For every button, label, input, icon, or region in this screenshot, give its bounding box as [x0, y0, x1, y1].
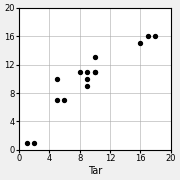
X-axis label: Tar: Tar — [88, 166, 102, 176]
Point — [93, 70, 96, 73]
Point — [55, 77, 58, 80]
Point — [55, 99, 58, 102]
Point — [63, 99, 66, 102]
Point — [33, 141, 36, 144]
Point — [25, 141, 28, 144]
Point — [93, 56, 96, 59]
Point — [154, 35, 157, 38]
Point — [86, 70, 89, 73]
Point — [78, 70, 81, 73]
Point — [86, 77, 89, 80]
Point — [93, 70, 96, 73]
Point — [86, 84, 89, 87]
Point — [146, 35, 149, 38]
Point — [139, 42, 142, 45]
